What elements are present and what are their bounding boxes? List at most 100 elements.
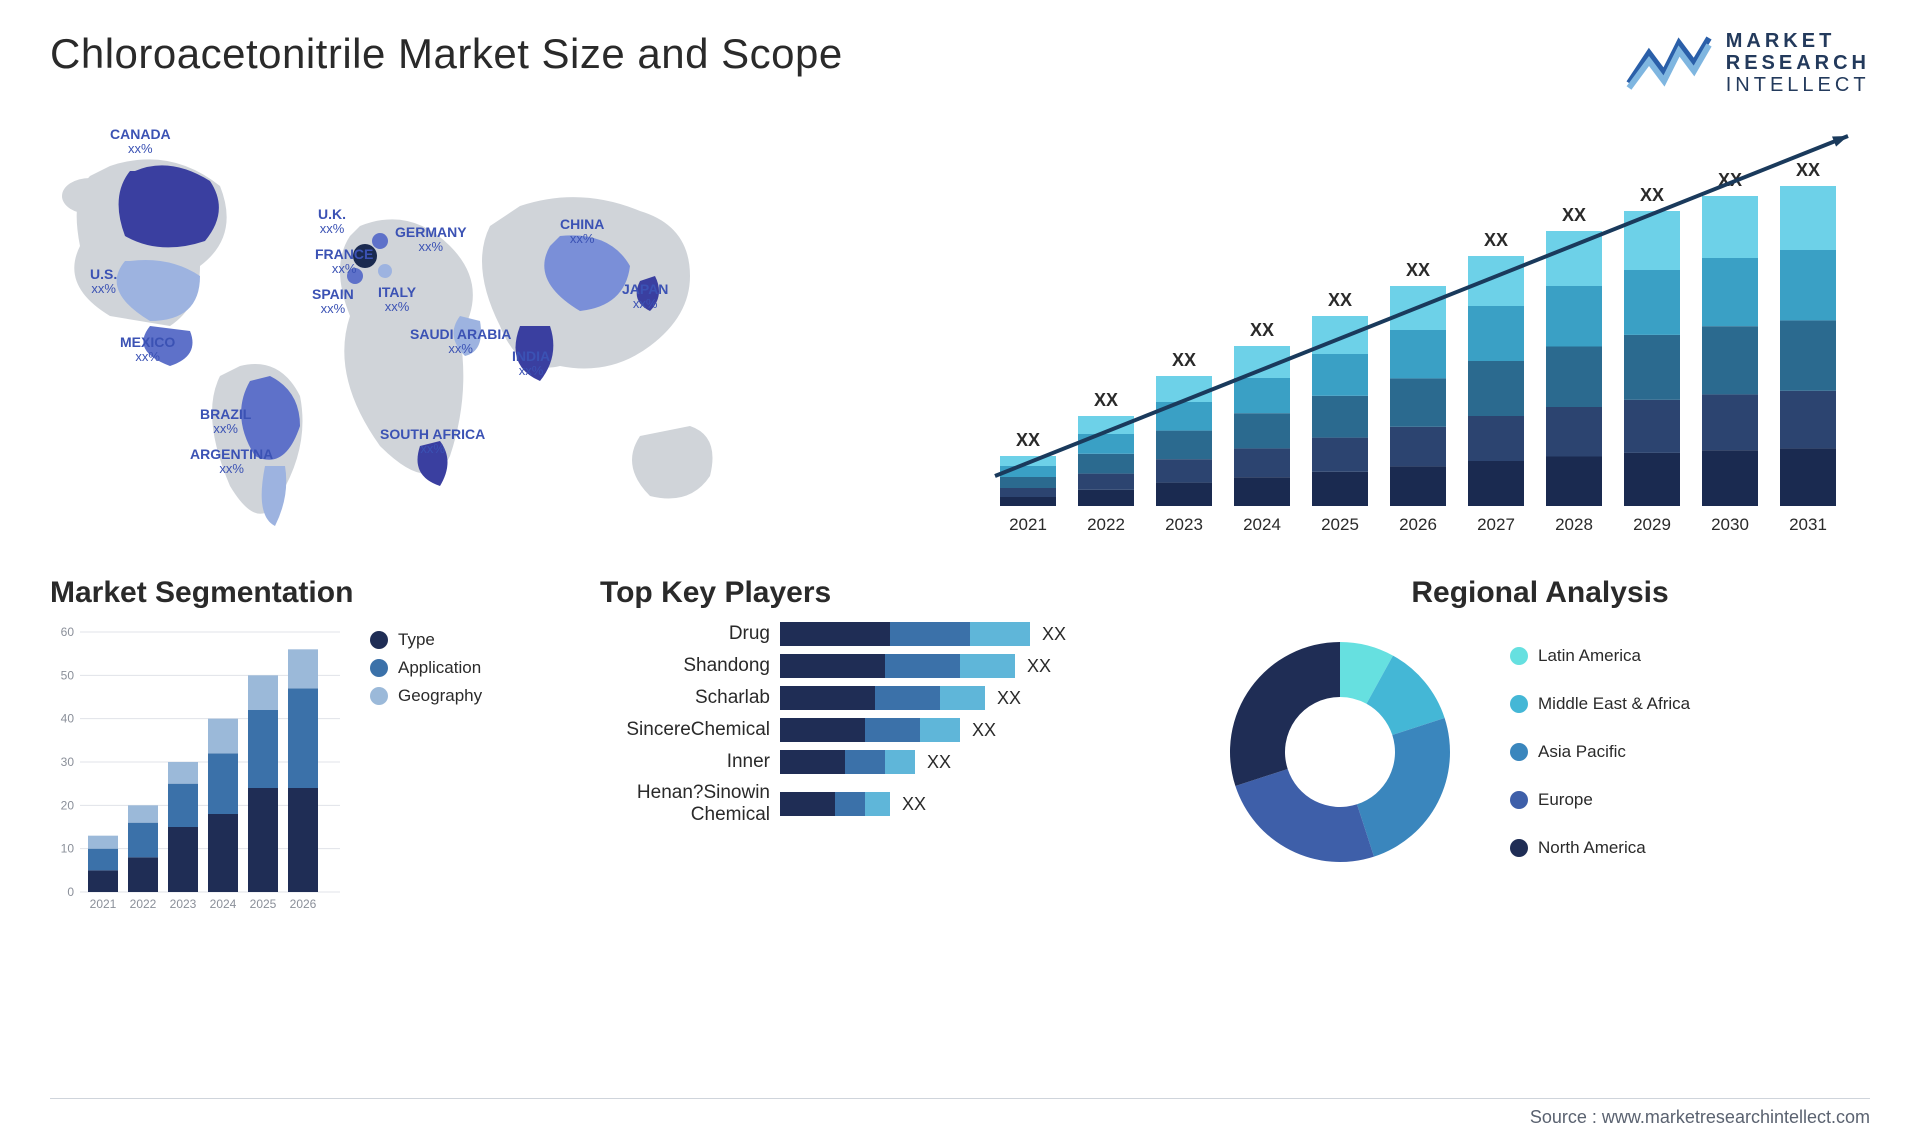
- segmentation-legend: Type Application Geography: [370, 622, 482, 922]
- players-row: Henan?Sinowin Chemical XX: [600, 782, 1180, 826]
- regional-donut: [1210, 622, 1470, 882]
- svg-text:XX: XX: [1406, 260, 1430, 280]
- players-row-label: Henan?Sinowin Chemical: [600, 782, 780, 826]
- svg-text:2025: 2025: [250, 897, 277, 911]
- players-row-value: XX: [902, 794, 926, 815]
- map-label-canada: CANADAxx%: [110, 126, 171, 157]
- svg-text:10: 10: [61, 842, 75, 856]
- players-bar-slice: [780, 792, 835, 816]
- svg-text:XX: XX: [1016, 430, 1040, 450]
- seg-legend-item: Application: [370, 658, 482, 678]
- players-row-value: XX: [997, 688, 1021, 709]
- svg-text:2030: 2030: [1711, 515, 1749, 534]
- players-row: Scharlab XX: [600, 686, 1180, 710]
- logo: MARKET RESEARCH INTELLECT: [1624, 30, 1870, 96]
- regional-legend-label: Latin America: [1538, 646, 1641, 666]
- swatch: [1510, 791, 1528, 809]
- players-bar-slice: [885, 750, 915, 774]
- players-row-value: XX: [972, 720, 996, 741]
- svg-text:2027: 2027: [1477, 515, 1515, 534]
- world-map: CANADAxx%U.S.xx%MEXICOxx%BRAZILxx%ARGENT…: [50, 116, 970, 546]
- players-row-value: XX: [927, 752, 951, 773]
- players-row-label: SincereChemical: [600, 719, 780, 741]
- seg-legend-label: Geography: [398, 686, 482, 706]
- map-label-spain: SPAINxx%: [312, 286, 354, 317]
- players-bar-slice: [865, 718, 920, 742]
- svg-text:XX: XX: [1328, 290, 1352, 310]
- swatch: [370, 659, 388, 677]
- seg-legend-label: Type: [398, 630, 435, 650]
- svg-text:XX: XX: [1640, 185, 1664, 205]
- players-row: Inner XX: [600, 750, 1180, 774]
- map-label-uk: U.K.xx%: [318, 206, 346, 237]
- forecast-chart: XX2021XX2022XX2023XX2024XX2025XX2026XX20…: [970, 116, 1870, 546]
- players-bar-slice: [875, 686, 940, 710]
- svg-text:0: 0: [67, 885, 74, 899]
- map-label-saudiarabia: SAUDI ARABIAxx%: [410, 326, 511, 357]
- logo-icon: [1624, 33, 1714, 93]
- swatch: [1510, 743, 1528, 761]
- logo-text: MARKET RESEARCH INTELLECT: [1726, 30, 1870, 96]
- players-bar-slice: [920, 718, 960, 742]
- map-label-brazil: BRAZILxx%: [200, 406, 251, 437]
- seg-legend-item: Geography: [370, 686, 482, 706]
- svg-text:2023: 2023: [170, 897, 197, 911]
- players-row: Drug XX: [600, 622, 1180, 646]
- players-bar-slice: [890, 622, 970, 646]
- players-chart: Drug XX Shandong XX Scharlab XX SincereChemica…: [600, 622, 1180, 826]
- svg-text:20: 20: [61, 798, 75, 812]
- players-bar-slice: [865, 792, 890, 816]
- players-panel: Top Key Players DrugXXShandongXXScharlab…: [600, 576, 1180, 922]
- players-bar: [780, 750, 915, 774]
- regional-legend-label: Middle East & Africa: [1538, 694, 1690, 714]
- svg-text:30: 30: [61, 755, 75, 769]
- players-row-label: Drug: [600, 623, 780, 645]
- segmentation-chart: 0102030405060202120222023202420252026: [50, 622, 340, 922]
- players-bar-slice: [960, 654, 1015, 678]
- regional-legend-label: North America: [1538, 838, 1646, 858]
- svg-text:XX: XX: [1094, 390, 1118, 410]
- swatch: [370, 687, 388, 705]
- svg-text:2029: 2029: [1633, 515, 1671, 534]
- swatch: [1510, 695, 1528, 713]
- players-row-label: Inner: [600, 751, 780, 773]
- footer-source: Source : www.marketresearchintellect.com: [1530, 1107, 1870, 1127]
- players-bar-slice: [940, 686, 985, 710]
- map-label-italy: ITALYxx%: [378, 284, 416, 315]
- players-bar-slice: [885, 654, 960, 678]
- players-bar: [780, 622, 1030, 646]
- segmentation-title: Market Segmentation: [50, 576, 570, 610]
- svg-text:40: 40: [61, 712, 75, 726]
- svg-text:2024: 2024: [210, 897, 237, 911]
- map-label-argentina: ARGENTINAxx%: [190, 446, 273, 477]
- svg-text:2024: 2024: [1243, 515, 1281, 534]
- players-title: Top Key Players: [600, 576, 1180, 610]
- svg-text:2026: 2026: [1399, 515, 1437, 534]
- swatch: [1510, 647, 1528, 665]
- players-row-label: Shandong: [600, 655, 780, 677]
- players-row-label: Scharlab: [600, 687, 780, 709]
- regional-legend-item: North America: [1510, 838, 1690, 858]
- players-bar-slice: [780, 718, 865, 742]
- bottom-row: Market Segmentation 01020304050602021202…: [50, 576, 1870, 922]
- svg-text:2021: 2021: [90, 897, 117, 911]
- map-label-southafrica: SOUTH AFRICAxx%: [380, 426, 485, 457]
- players-row-value: XX: [1027, 656, 1051, 677]
- players-bar-slice: [835, 792, 865, 816]
- seg-legend-label: Application: [398, 658, 481, 678]
- svg-text:60: 60: [61, 625, 75, 639]
- players-bar-slice: [780, 686, 875, 710]
- svg-text:2022: 2022: [130, 897, 157, 911]
- map-label-germany: GERMANYxx%: [395, 224, 467, 255]
- map-label-us: U.S.xx%: [90, 266, 117, 297]
- regional-legend-item: Asia Pacific: [1510, 742, 1690, 762]
- regional-title: Regional Analysis: [1210, 576, 1870, 610]
- map-label-japan: JAPANxx%: [622, 281, 668, 312]
- players-bar: [780, 718, 960, 742]
- swatch: [370, 631, 388, 649]
- svg-text:XX: XX: [1796, 160, 1820, 180]
- header: Chloroacetonitrile Market Size and Scope…: [50, 30, 1870, 96]
- players-bar-slice: [845, 750, 885, 774]
- players-bar-slice: [780, 750, 845, 774]
- players-row-value: XX: [1042, 624, 1066, 645]
